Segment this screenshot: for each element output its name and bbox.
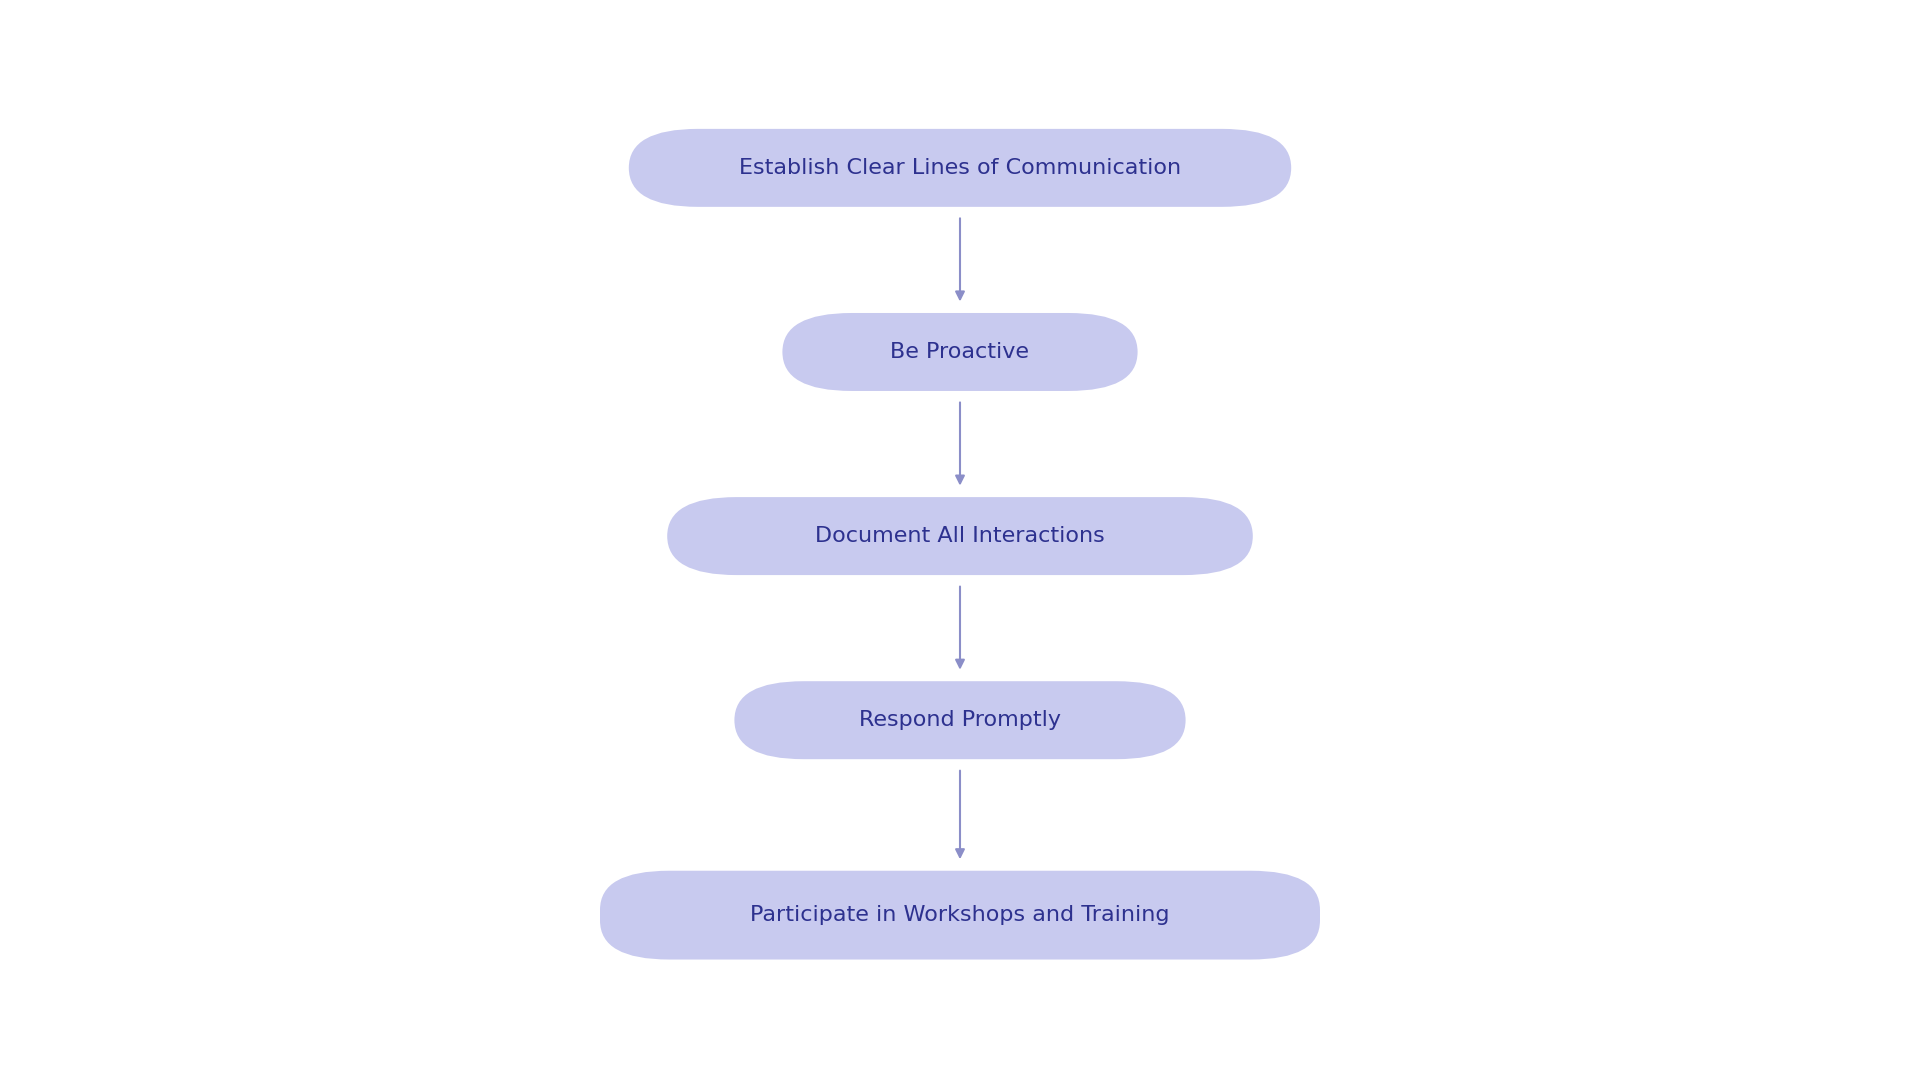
FancyBboxPatch shape [783, 313, 1137, 391]
FancyBboxPatch shape [599, 871, 1321, 960]
Text: Document All Interactions: Document All Interactions [816, 526, 1104, 546]
FancyBboxPatch shape [630, 129, 1290, 207]
Text: Participate in Workshops and Training: Participate in Workshops and Training [751, 905, 1169, 925]
Text: Be Proactive: Be Proactive [891, 342, 1029, 362]
Text: Respond Promptly: Respond Promptly [858, 710, 1062, 730]
Text: Establish Clear Lines of Communication: Establish Clear Lines of Communication [739, 158, 1181, 178]
FancyBboxPatch shape [733, 681, 1185, 759]
FancyBboxPatch shape [668, 497, 1254, 575]
